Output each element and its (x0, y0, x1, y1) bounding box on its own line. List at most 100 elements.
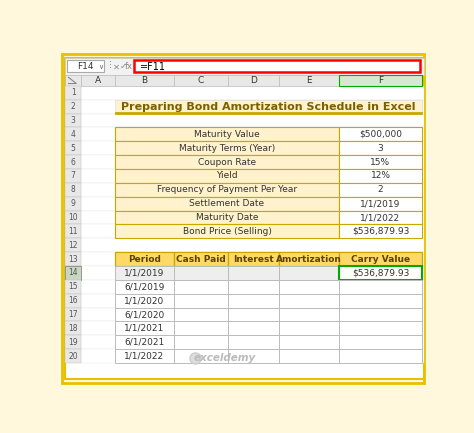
Bar (115, 210, 339, 224)
Text: 6: 6 (71, 158, 76, 167)
Bar (115, 321, 174, 335)
Text: ✕: ✕ (113, 62, 120, 71)
Text: 11: 11 (68, 227, 78, 236)
Bar (115, 169, 339, 183)
Text: 5: 5 (71, 144, 76, 153)
Bar (65, 141, 81, 155)
Bar (81, 224, 423, 238)
Bar (65, 321, 81, 335)
Bar (115, 349, 174, 363)
Bar (339, 280, 422, 294)
Text: fx: fx (125, 62, 133, 71)
Text: 7: 7 (71, 171, 76, 181)
Bar (279, 349, 339, 363)
Bar (115, 294, 174, 307)
Bar (174, 349, 228, 363)
Text: Coupon Rate: Coupon Rate (198, 158, 256, 167)
Bar (65, 86, 81, 100)
Bar (81, 141, 423, 155)
Text: 6/1/2020: 6/1/2020 (124, 310, 164, 319)
Text: 9: 9 (71, 199, 76, 208)
Bar (81, 252, 423, 266)
Bar (65, 197, 81, 210)
Bar (228, 75, 279, 86)
Text: Cash Paid: Cash Paid (176, 255, 226, 264)
Bar (115, 224, 339, 238)
Text: 15%: 15% (370, 158, 391, 167)
Bar (65, 127, 81, 141)
Bar (279, 75, 339, 86)
Bar (65, 113, 81, 127)
Bar (115, 155, 339, 169)
Text: Interest: Interest (233, 255, 274, 264)
Text: Maturity Terms (Year): Maturity Terms (Year) (179, 144, 275, 153)
Bar (279, 266, 339, 280)
Bar (228, 294, 279, 307)
Text: 12%: 12% (371, 171, 391, 181)
Bar (81, 210, 423, 224)
Bar (115, 197, 339, 210)
Bar (115, 141, 339, 155)
Bar (81, 335, 423, 349)
Text: Yield: Yield (216, 171, 238, 181)
Text: 8: 8 (71, 185, 75, 194)
Bar (115, 307, 174, 321)
Text: 17: 17 (68, 310, 78, 319)
Text: Settlement Date: Settlement Date (190, 199, 264, 208)
Text: F: F (378, 76, 383, 85)
Bar (65, 169, 81, 183)
Text: 1/1/2019: 1/1/2019 (124, 268, 164, 278)
Bar (339, 224, 422, 238)
Bar (65, 58, 423, 75)
Bar (228, 307, 279, 321)
Bar (339, 183, 422, 197)
Bar (65, 307, 81, 321)
Bar (65, 266, 81, 280)
Bar (339, 252, 422, 266)
Bar (174, 252, 228, 266)
Bar (174, 321, 228, 335)
Bar (81, 294, 423, 307)
Bar (65, 280, 81, 294)
Bar (228, 349, 279, 363)
Text: 3: 3 (378, 144, 383, 153)
Bar (81, 113, 423, 127)
Bar (65, 252, 81, 266)
Bar (65, 75, 81, 86)
Bar (81, 321, 423, 335)
Text: 1/1/2019: 1/1/2019 (360, 199, 401, 208)
Bar (339, 321, 422, 335)
Bar (279, 280, 339, 294)
Text: Bond Price (Selling): Bond Price (Selling) (182, 227, 272, 236)
Text: C: C (198, 76, 204, 85)
Bar (81, 183, 423, 197)
Bar (115, 100, 422, 113)
Text: 19: 19 (68, 338, 78, 347)
Bar (339, 307, 422, 321)
Bar (67, 61, 104, 72)
Bar (81, 75, 115, 86)
Bar (81, 307, 423, 321)
Bar (134, 61, 420, 72)
Text: $536,879.93: $536,879.93 (352, 227, 409, 236)
Bar (115, 266, 174, 280)
Bar (279, 307, 339, 321)
Text: ⁝: ⁝ (109, 61, 112, 71)
Text: =F11: =F11 (140, 61, 166, 71)
Text: Carry Value: Carry Value (351, 255, 410, 264)
Bar (339, 75, 422, 86)
Bar (81, 86, 423, 100)
Bar (228, 335, 279, 349)
Text: 2: 2 (71, 102, 75, 111)
Text: 1: 1 (71, 88, 75, 97)
Bar (115, 183, 339, 197)
Text: 12: 12 (68, 241, 78, 250)
Bar (65, 224, 81, 238)
Bar (65, 100, 81, 113)
Bar (174, 335, 228, 349)
Text: E: E (306, 76, 311, 85)
Bar (339, 141, 422, 155)
Text: B: B (141, 76, 147, 85)
Bar (115, 75, 174, 86)
Text: Frequency of Payment Per Year: Frequency of Payment Per Year (157, 185, 297, 194)
